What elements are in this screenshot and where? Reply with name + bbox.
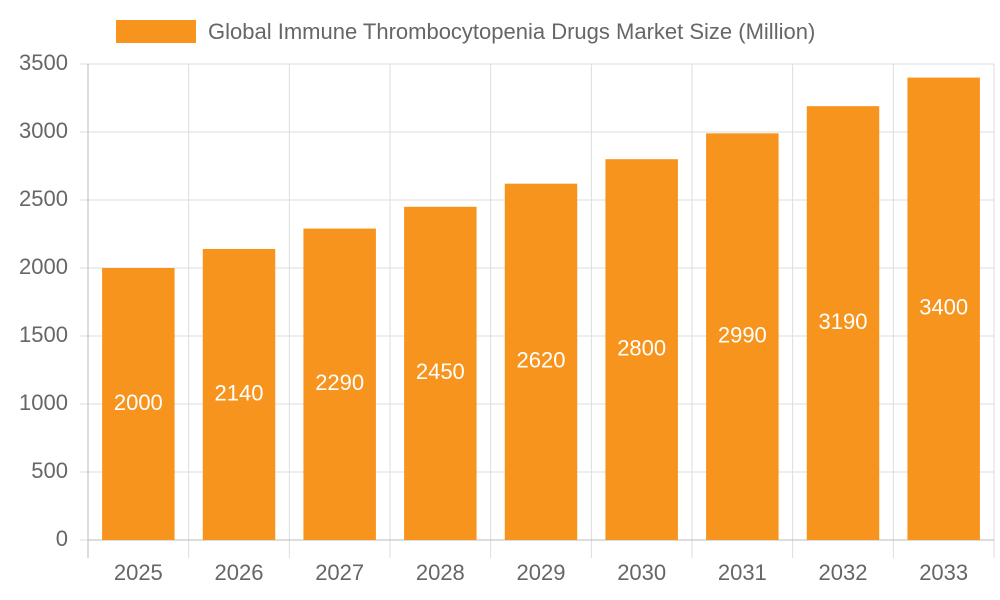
bar — [202, 248, 276, 540]
y-tick-label: 2500 — [19, 186, 68, 211]
x-tick-label: 2029 — [517, 560, 566, 585]
data-label: 2990 — [718, 322, 767, 347]
y-tick-label: 2000 — [19, 254, 68, 279]
bar — [907, 77, 980, 540]
y-tick-label: 0 — [56, 526, 68, 551]
bar — [504, 183, 578, 540]
y-tick-label: 3000 — [19, 118, 68, 143]
data-label: 2450 — [416, 359, 465, 384]
x-tick-label: 2027 — [315, 560, 364, 585]
x-tick-label: 2032 — [819, 560, 868, 585]
bar — [102, 268, 175, 540]
x-tick-label: 2028 — [416, 560, 465, 585]
data-label: 2000 — [114, 390, 163, 415]
data-label: 3190 — [819, 309, 868, 334]
y-tick-label: 500 — [31, 458, 68, 483]
x-tick-label: 2031 — [718, 560, 767, 585]
bar — [806, 106, 880, 540]
data-label: 3400 — [919, 295, 968, 320]
x-tick-label: 2025 — [114, 560, 163, 585]
x-tick-label: 2033 — [919, 560, 968, 585]
bar — [706, 133, 779, 541]
data-label: 2290 — [315, 370, 364, 395]
data-label: 2620 — [517, 348, 566, 373]
x-tick-label: 2030 — [617, 560, 666, 585]
y-tick-label: 1000 — [19, 390, 68, 415]
y-tick-label: 3500 — [19, 50, 68, 75]
data-label: 2800 — [617, 335, 666, 360]
x-tick-label: 2026 — [215, 560, 264, 585]
legend-swatch — [116, 20, 196, 43]
bar — [303, 228, 376, 540]
bar — [605, 159, 678, 540]
y-tick-label: 1500 — [19, 322, 68, 347]
data-label: 2140 — [215, 380, 264, 405]
legend-label: Global Immune Thrombocytopenia Drugs Mar… — [208, 19, 815, 44]
bar — [404, 206, 477, 541]
